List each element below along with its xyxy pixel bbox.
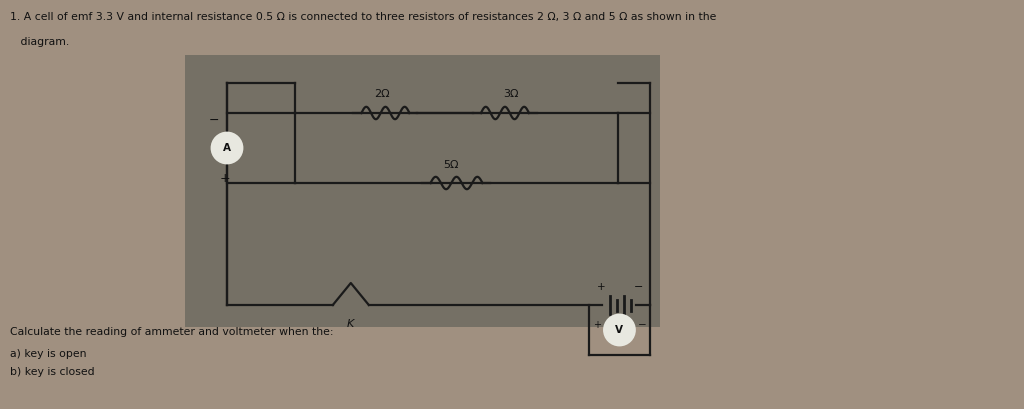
Text: +: + — [597, 282, 605, 292]
Text: a) key is open: a) key is open — [10, 349, 86, 359]
Text: b) key is closed: b) key is closed — [10, 367, 94, 377]
Text: 2Ω: 2Ω — [374, 89, 389, 99]
Text: +: + — [593, 320, 601, 330]
Bar — [185, 55, 660, 327]
Circle shape — [212, 133, 243, 164]
Circle shape — [604, 315, 635, 346]
Text: diagram.: diagram. — [10, 37, 70, 47]
Text: −: − — [209, 114, 219, 127]
Text: 3Ω: 3Ω — [503, 89, 519, 99]
Text: 1. A cell of emf 3.3 V and internal resistance 0.5 Ω is connected to three resis: 1. A cell of emf 3.3 V and internal resi… — [10, 12, 717, 22]
Text: Calculate the reading of ammeter and voltmeter when the:: Calculate the reading of ammeter and vol… — [10, 327, 334, 337]
Text: 5Ω: 5Ω — [442, 160, 459, 170]
Text: V: V — [615, 325, 624, 335]
Text: −: − — [634, 282, 644, 292]
Text: A: A — [223, 143, 231, 153]
Text: −: − — [638, 320, 646, 330]
Text: +: + — [220, 172, 230, 185]
Text: K: K — [347, 319, 354, 329]
